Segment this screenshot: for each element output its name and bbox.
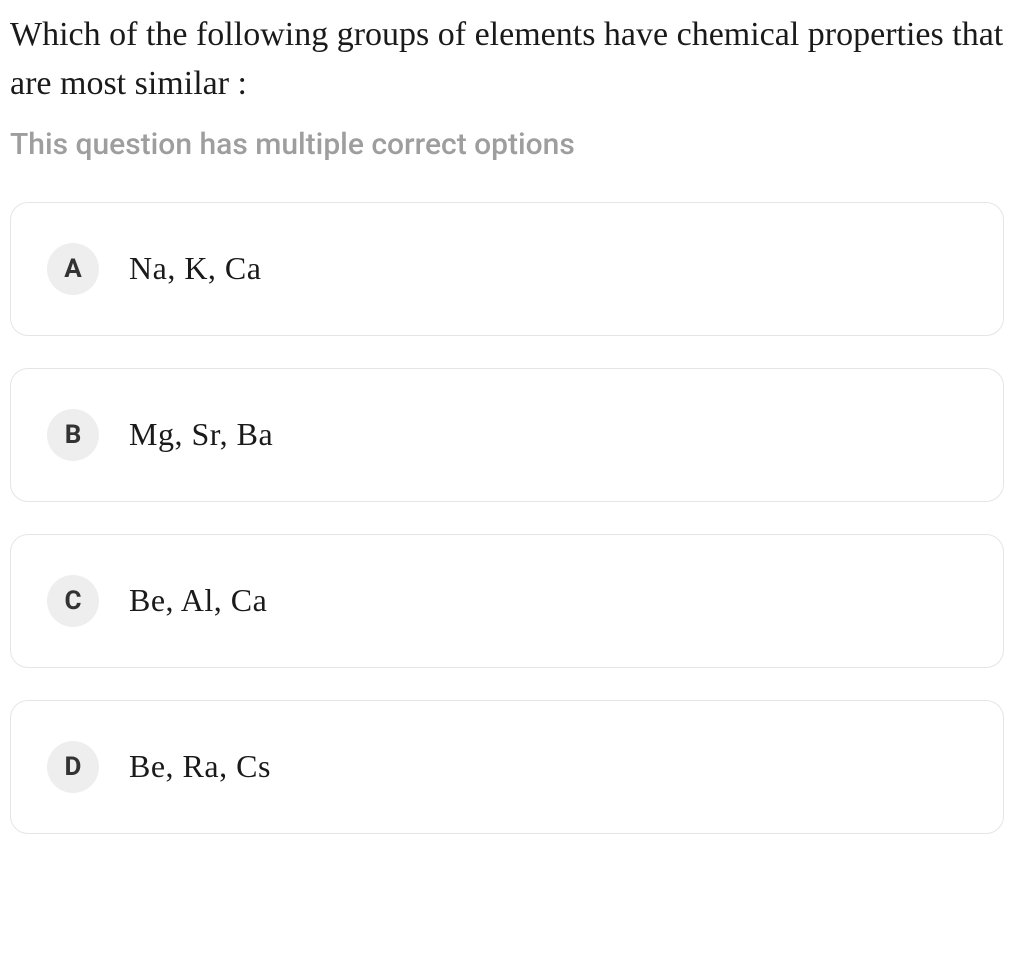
option-text: Be, Al, Ca: [129, 582, 267, 619]
question-text: Which of the following groups of element…: [10, 10, 1004, 109]
option-letter-badge: A: [47, 243, 99, 295]
option-letter-badge: C: [47, 575, 99, 627]
option-b[interactable]: B Mg, Sr, Ba: [10, 368, 1004, 502]
option-letter-badge: B: [47, 409, 99, 461]
question-hint: This question has multiple correct optio…: [10, 127, 1004, 162]
option-text: Mg, Sr, Ba: [129, 416, 273, 453]
option-text: Na, K, Ca: [129, 250, 261, 287]
option-a[interactable]: A Na, K, Ca: [10, 202, 1004, 336]
option-text: Be, Ra, Cs: [129, 748, 271, 785]
option-letter-badge: D: [47, 741, 99, 793]
options-container: A Na, K, Ca B Mg, Sr, Ba C Be, Al, Ca D …: [10, 202, 1004, 834]
option-c[interactable]: C Be, Al, Ca: [10, 534, 1004, 668]
option-d[interactable]: D Be, Ra, Cs: [10, 700, 1004, 834]
